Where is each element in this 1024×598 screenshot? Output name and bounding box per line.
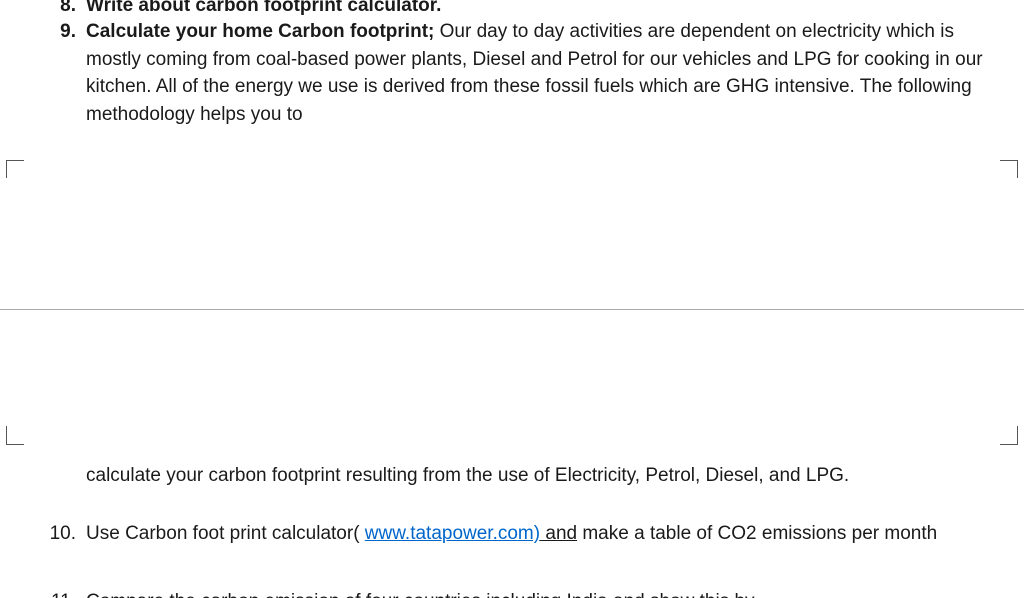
crop-mark [1017,426,1018,444]
item-9-text: Calculate your home Carbon footprint; Ou… [86,18,1008,128]
list-number-10: 10. [0,520,76,548]
item-10-post-underlined: and [540,523,577,544]
item-8-text: Write about carbon footprint calculator. [86,0,1008,20]
crop-mark [1017,160,1018,178]
item-10-text: Use Carbon foot print calculator( www.ta… [86,520,1008,548]
list-number-8: 8. [0,0,76,20]
list-number-9: 9. [0,18,76,46]
item-9-lead: Calculate your home Carbon footprint; [86,21,434,42]
item-10-pre: Use Carbon foot print calculator( [86,523,365,544]
tatapower-link[interactable]: www.tatapower.com) [365,523,540,544]
crop-mark [1000,444,1018,445]
list-number-11: 11. [0,588,76,598]
horizontal-rule [0,309,1024,310]
crop-mark [6,426,7,444]
crop-mark [6,160,7,178]
item-10-post-plain: make a table of CO2 emissions per month [577,523,937,544]
crop-mark [1000,160,1018,161]
crop-mark [6,444,24,445]
item-9-continuation: calculate your carbon footprint resultin… [86,462,1008,490]
item-11-text: Compare the carbon emission of four coun… [86,588,1008,598]
crop-mark [6,160,24,161]
